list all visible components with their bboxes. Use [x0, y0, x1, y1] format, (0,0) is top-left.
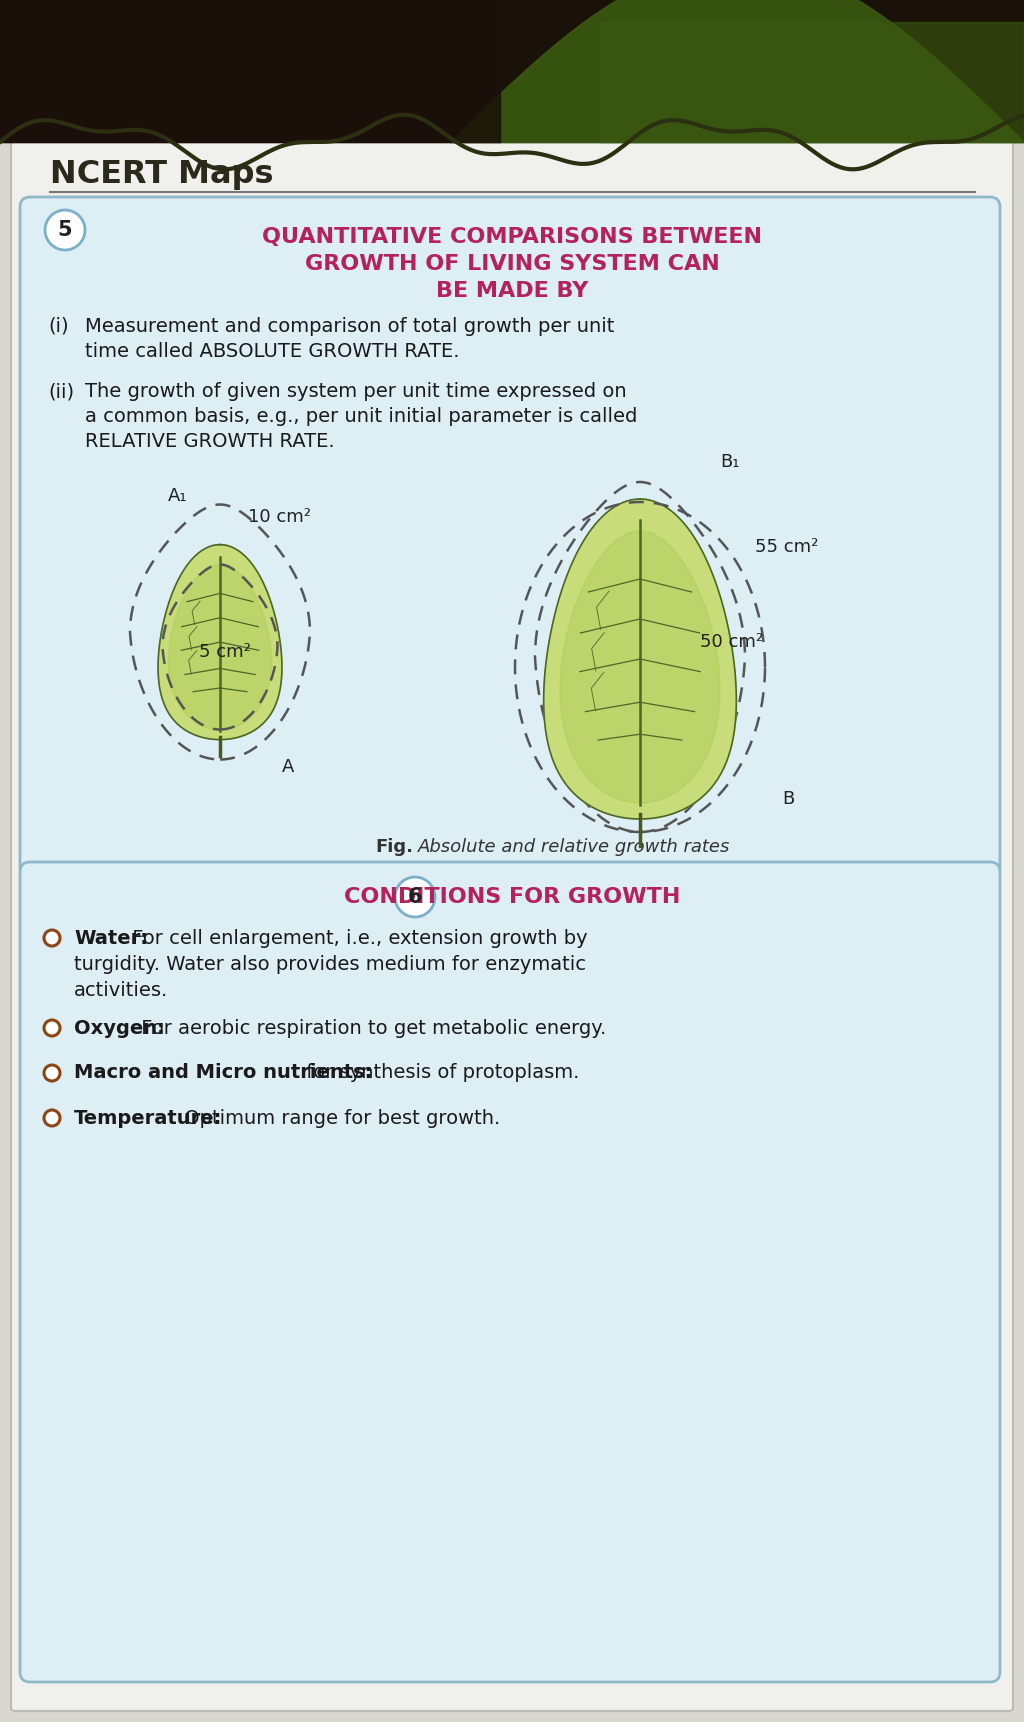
Text: (i): (i) [48, 317, 69, 336]
Text: Absolute and relative growth rates: Absolute and relative growth rates [418, 839, 730, 856]
Text: (ii): (ii) [48, 382, 74, 401]
Text: The growth of given system per unit time expressed on
a common basis, e.g., per : The growth of given system per unit time… [85, 382, 637, 451]
Text: For cell enlargement, i.e., extension growth by: For cell enlargement, i.e., extension gr… [126, 928, 588, 947]
Circle shape [44, 1064, 60, 1081]
Text: for synthesis of protoplasm.: for synthesis of protoplasm. [300, 1064, 579, 1083]
Text: B₁: B₁ [720, 453, 739, 472]
Text: CONDITIONS FOR GROWTH: CONDITIONS FOR GROWTH [344, 887, 680, 907]
Text: BE MADE BY: BE MADE BY [436, 281, 588, 301]
Circle shape [45, 210, 85, 250]
Text: 6: 6 [408, 887, 422, 907]
Text: Measurement and comparison of total growth per unit
time called ABSOLUTE GROWTH : Measurement and comparison of total grow… [85, 317, 614, 362]
Text: 5 cm²: 5 cm² [199, 642, 251, 661]
Text: Water:: Water: [74, 928, 148, 947]
Circle shape [395, 876, 435, 918]
Text: GROWTH OF LIVING SYSTEM CAN: GROWTH OF LIVING SYSTEM CAN [304, 255, 720, 274]
Polygon shape [560, 530, 720, 802]
Circle shape [44, 930, 60, 945]
Text: QUANTITATIVE COMPARISONS BETWEEN: QUANTITATIVE COMPARISONS BETWEEN [262, 227, 762, 246]
Text: turgidity. Water also provides medium for enzymatic: turgidity. Water also provides medium fo… [74, 954, 586, 973]
Text: Oxygen:: Oxygen: [74, 1018, 165, 1037]
FancyBboxPatch shape [20, 863, 1000, 1682]
Text: Fig.: Fig. [375, 839, 413, 856]
Text: Temperature:: Temperature: [74, 1109, 222, 1128]
Polygon shape [169, 565, 271, 730]
Text: 50 cm²: 50 cm² [700, 634, 763, 651]
Text: B: B [782, 790, 795, 808]
Text: A: A [282, 758, 294, 777]
Polygon shape [544, 499, 736, 820]
Polygon shape [158, 544, 282, 740]
FancyBboxPatch shape [11, 10, 1013, 1712]
Text: activities.: activities. [74, 980, 168, 999]
Text: 5: 5 [57, 220, 73, 239]
Text: NCERT Maps: NCERT Maps [50, 158, 273, 189]
Text: Optimum range for best growth.: Optimum range for best growth. [178, 1109, 501, 1128]
Circle shape [44, 1019, 60, 1037]
Text: 55 cm²: 55 cm² [755, 537, 818, 556]
Text: A₁: A₁ [168, 487, 187, 505]
Text: Macro and Micro nutrients:: Macro and Micro nutrients: [74, 1064, 373, 1083]
Text: 10 cm²: 10 cm² [248, 508, 311, 525]
FancyBboxPatch shape [20, 196, 1000, 876]
Circle shape [44, 1111, 60, 1126]
Text: For aerobic respiration to get metabolic energy.: For aerobic respiration to get metabolic… [135, 1018, 606, 1037]
